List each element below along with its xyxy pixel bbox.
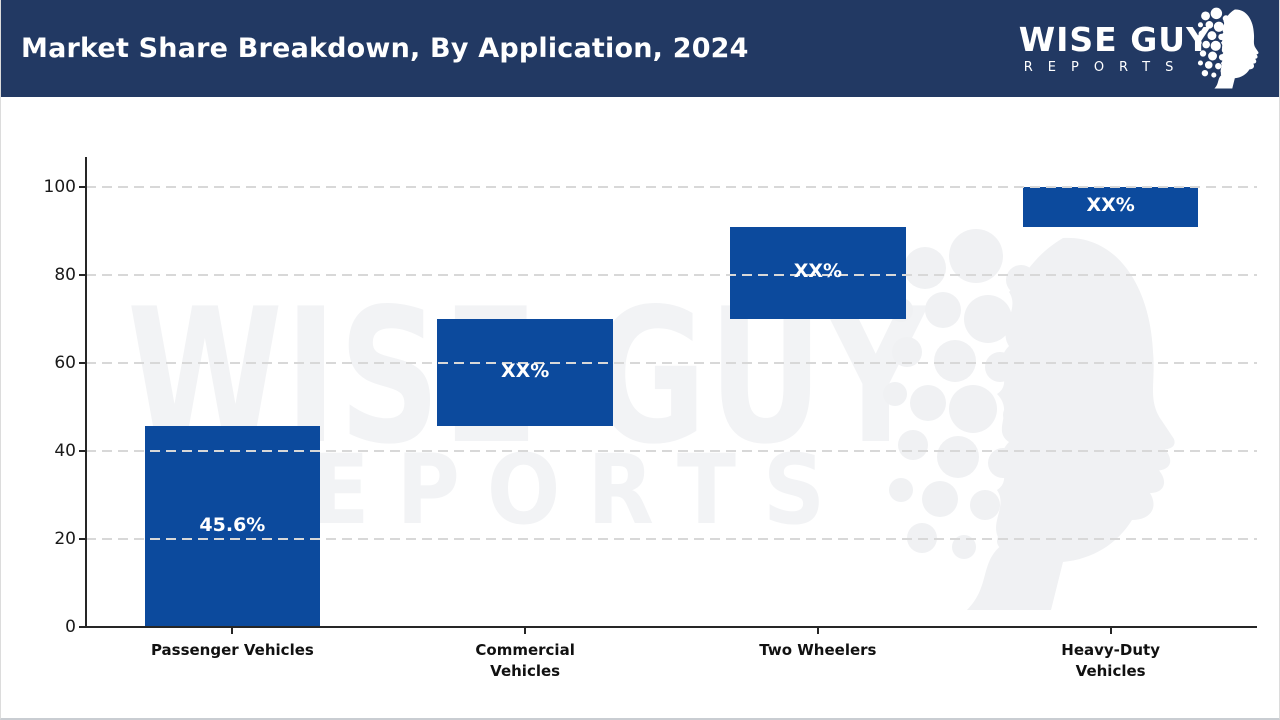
x-tick-mark-0	[231, 628, 234, 634]
gridline-20	[86, 538, 1257, 540]
bar-segment-0	[144, 426, 321, 627]
x-tick-mark-2	[816, 628, 819, 634]
y-tick-label-60: 60	[54, 353, 76, 373]
x-tick-mark-3	[1109, 628, 1112, 634]
x-category-label-2: Two Wheelers	[759, 641, 877, 659]
gridline-40	[86, 450, 1257, 452]
wiseguy-logo: WISE GUY REPORTS	[1019, 6, 1267, 92]
bar-value-label-1: XX%	[500, 359, 550, 382]
x-axis-spine	[86, 626, 1257, 628]
bar-segment-2	[730, 226, 906, 319]
logo-name-top: WISE GUY	[1018, 20, 1211, 60]
y-tick-label-80: 80	[54, 265, 76, 285]
x-category-label-3: Heavy-Duty Vehicles	[1061, 641, 1160, 680]
y-tick-mark-40	[79, 450, 85, 452]
y-tick-mark-0	[79, 626, 85, 628]
logo-name-bottom: REPORTS	[1023, 59, 1189, 75]
y-axis-spine	[85, 157, 87, 628]
y-tick-label-0: 0	[65, 617, 76, 637]
y-tick-label-100: 100	[43, 177, 76, 197]
gridline-60	[86, 362, 1257, 364]
page-title: Market Share Breakdown, By Application, …	[21, 33, 749, 64]
y-tick-mark-20	[79, 538, 85, 540]
y-tick-label-20: 20	[54, 529, 76, 549]
wiseguy-head-icon	[1196, 7, 1259, 89]
x-category-label-0: Passenger Vehicles	[150, 641, 314, 659]
y-tick-mark-100	[79, 186, 85, 188]
x-tick-mark-1	[524, 628, 527, 634]
gridline-80	[86, 274, 1257, 276]
x-category-label-1: Commercial Vehicles	[475, 641, 575, 680]
bar-value-label-0: 45.6%	[199, 513, 266, 536]
y-tick-mark-80	[79, 274, 85, 276]
header-bar: Market Share Breakdown, By Application, …	[1, 0, 1279, 97]
bar-segment-3	[1022, 187, 1199, 227]
bar-segment-1	[437, 319, 613, 427]
watermark-head-icon	[883, 229, 1175, 610]
y-tick-mark-60	[79, 362, 85, 364]
bar-value-label-2: XX%	[793, 259, 843, 282]
bar-value-label-3: XX%	[1086, 193, 1135, 216]
y-tick-label-40: 40	[54, 441, 76, 461]
gridline-100	[86, 186, 1257, 188]
wiseguy-logo-text: WISE GUY REPORTS	[1019, 23, 1211, 75]
